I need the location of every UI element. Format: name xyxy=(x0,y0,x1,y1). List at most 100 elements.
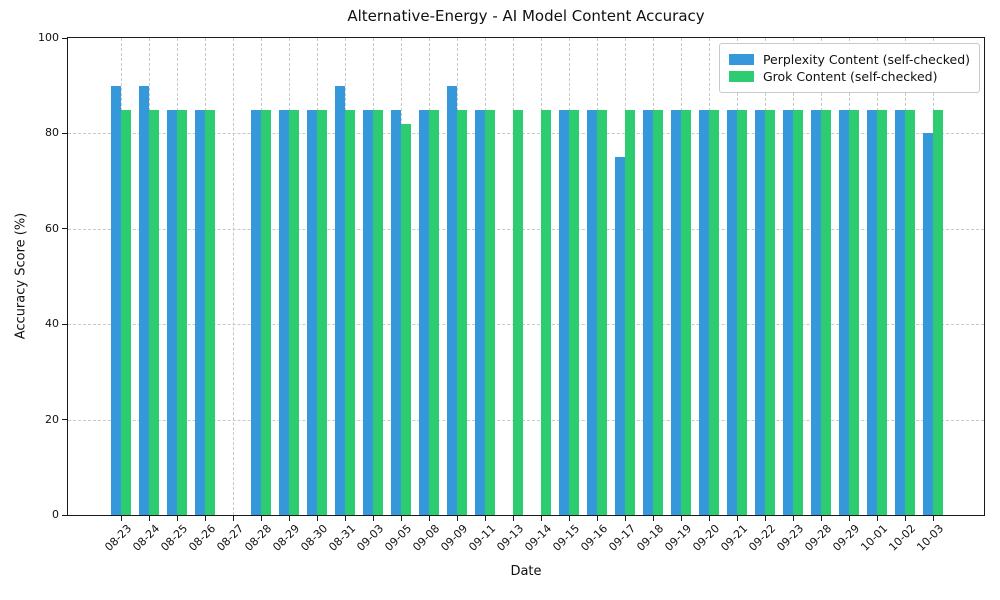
bar xyxy=(709,109,719,515)
bar xyxy=(737,109,747,515)
bar xyxy=(821,109,831,515)
x-axis-label: Date xyxy=(510,564,542,579)
legend-item-perplexity: Perplexity Content (self-checked) xyxy=(728,52,970,67)
x-tick-mark xyxy=(176,516,178,521)
bar xyxy=(839,109,849,515)
x-tick-label: 09-21 xyxy=(718,522,751,554)
x-tick-label: 10-03 xyxy=(914,522,947,554)
bar xyxy=(195,109,205,515)
bar xyxy=(513,109,523,515)
x-tick-label: 09-23 xyxy=(774,522,807,554)
bar xyxy=(345,109,355,515)
x-tick-mark xyxy=(764,516,766,521)
legend-label-perplexity: Perplexity Content (self-checked) xyxy=(762,52,970,67)
y-tick-mark xyxy=(62,514,67,516)
x-tick-mark xyxy=(148,516,150,521)
bar xyxy=(167,109,177,515)
bar xyxy=(727,109,737,515)
x-tick-label: 09-15 xyxy=(550,522,583,554)
legend: Perplexity Content (self-checked) Grok C… xyxy=(718,43,980,93)
x-tick-mark xyxy=(596,516,598,521)
bar xyxy=(597,109,607,515)
x-tick-mark xyxy=(652,516,654,521)
x-tick-label: 08-28 xyxy=(242,522,275,554)
bar xyxy=(643,109,653,515)
x-tick-label: 08-25 xyxy=(158,522,191,554)
x-tick-label: 08-30 xyxy=(298,522,331,554)
x-tick-label: 09-19 xyxy=(662,522,695,554)
h-gridline xyxy=(68,419,984,421)
y-tick-mark xyxy=(62,419,67,421)
chart-title: Alternative-Energy - AI Model Content Ac… xyxy=(347,7,705,25)
bar xyxy=(457,109,467,515)
x-tick-mark xyxy=(820,516,822,521)
plot-area: Perplexity Content (self-checked) Grok C… xyxy=(67,37,985,516)
x-tick-mark xyxy=(512,516,514,521)
bar xyxy=(765,109,775,515)
x-tick-label: 09-03 xyxy=(354,522,387,554)
bar xyxy=(139,85,149,515)
bar xyxy=(569,109,579,515)
bar xyxy=(121,109,131,515)
x-tick-mark xyxy=(372,516,374,521)
x-tick-label: 09-08 xyxy=(410,522,443,554)
legend-label-grok: Grok Content (self-checked) xyxy=(762,69,938,84)
bar xyxy=(149,109,159,515)
bar xyxy=(541,109,551,515)
x-tick-label: 10-01 xyxy=(858,522,891,554)
bar xyxy=(587,109,597,515)
bar xyxy=(625,109,635,515)
y-tick-label: 20 xyxy=(45,412,59,426)
bars-layer xyxy=(68,38,984,515)
x-tick-mark xyxy=(120,516,122,521)
x-tick-mark xyxy=(736,516,738,521)
bar xyxy=(849,109,859,515)
x-tick-mark xyxy=(484,516,486,521)
x-tick-label: 08-31 xyxy=(326,522,359,554)
x-tick-label: 09-13 xyxy=(494,522,527,554)
bar xyxy=(485,109,495,515)
bar xyxy=(317,109,327,515)
bar xyxy=(905,109,915,515)
x-tick-label: 09-18 xyxy=(634,522,667,554)
x-tick-label: 08-24 xyxy=(130,522,163,554)
x-tick-mark xyxy=(568,516,570,521)
x-tick-mark xyxy=(456,516,458,521)
legend-swatch-grok xyxy=(728,71,754,82)
bar xyxy=(811,109,821,515)
x-tick-mark xyxy=(344,516,346,521)
x-tick-mark xyxy=(260,516,262,521)
y-tick-mark xyxy=(62,228,67,230)
bar xyxy=(205,109,215,515)
v-gridline xyxy=(232,38,234,515)
bar xyxy=(261,109,271,515)
x-tick-label: 09-29 xyxy=(830,522,863,554)
y-tick-label: 40 xyxy=(45,317,59,331)
x-tick-mark xyxy=(792,516,794,521)
x-tick-mark xyxy=(876,516,878,521)
bar xyxy=(933,109,943,515)
x-tick-label: 09-16 xyxy=(578,522,611,554)
x-tick-label: 08-23 xyxy=(102,522,135,554)
bar xyxy=(559,109,569,515)
bar xyxy=(335,85,345,515)
bar xyxy=(699,109,709,515)
bar xyxy=(615,157,625,515)
x-tick-label: 09-11 xyxy=(466,522,499,554)
bar xyxy=(783,109,793,515)
bar xyxy=(401,123,411,515)
bar xyxy=(447,85,457,515)
bar xyxy=(251,109,261,515)
x-tick-mark xyxy=(708,516,710,521)
x-tick-label: 09-28 xyxy=(802,522,835,554)
h-gridline xyxy=(68,133,984,135)
y-tick-label: 80 xyxy=(45,126,59,140)
x-tick-label: 09-14 xyxy=(522,522,555,554)
bar xyxy=(111,85,121,515)
x-tick-mark xyxy=(624,516,626,521)
bar xyxy=(177,109,187,515)
x-tick-label: 09-20 xyxy=(690,522,723,554)
y-tick-mark xyxy=(62,37,67,39)
legend-item-grok: Grok Content (self-checked) xyxy=(728,69,970,84)
